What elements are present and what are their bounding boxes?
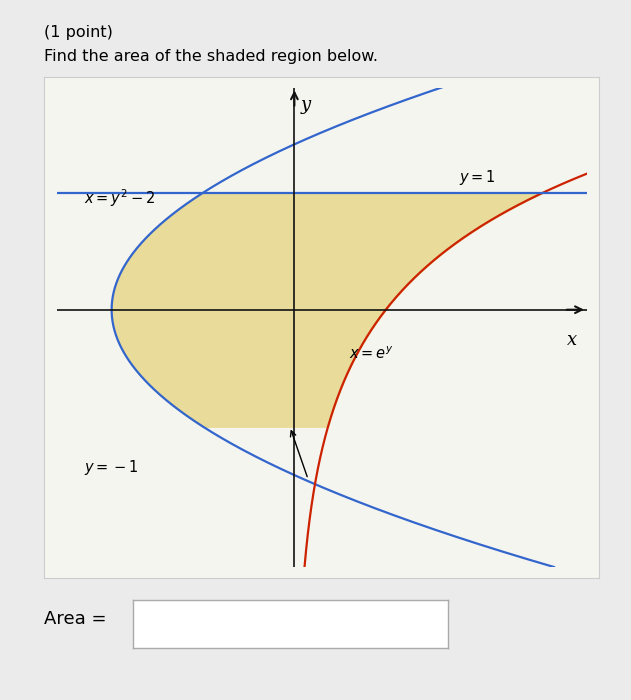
Text: Find the area of the shaded region below.: Find the area of the shaded region below… <box>44 49 378 64</box>
Text: $x = e^y$: $x = e^y$ <box>349 346 394 363</box>
Text: y: y <box>300 97 310 114</box>
Text: $x = y^2 - 2$: $x = y^2 - 2$ <box>84 188 155 209</box>
Text: x: x <box>567 331 577 349</box>
Text: $y = 1$: $y = 1$ <box>459 168 496 187</box>
Text: Area =: Area = <box>44 610 107 629</box>
Text: $y = -1$: $y = -1$ <box>84 458 139 477</box>
Text: (1 point): (1 point) <box>44 25 113 39</box>
